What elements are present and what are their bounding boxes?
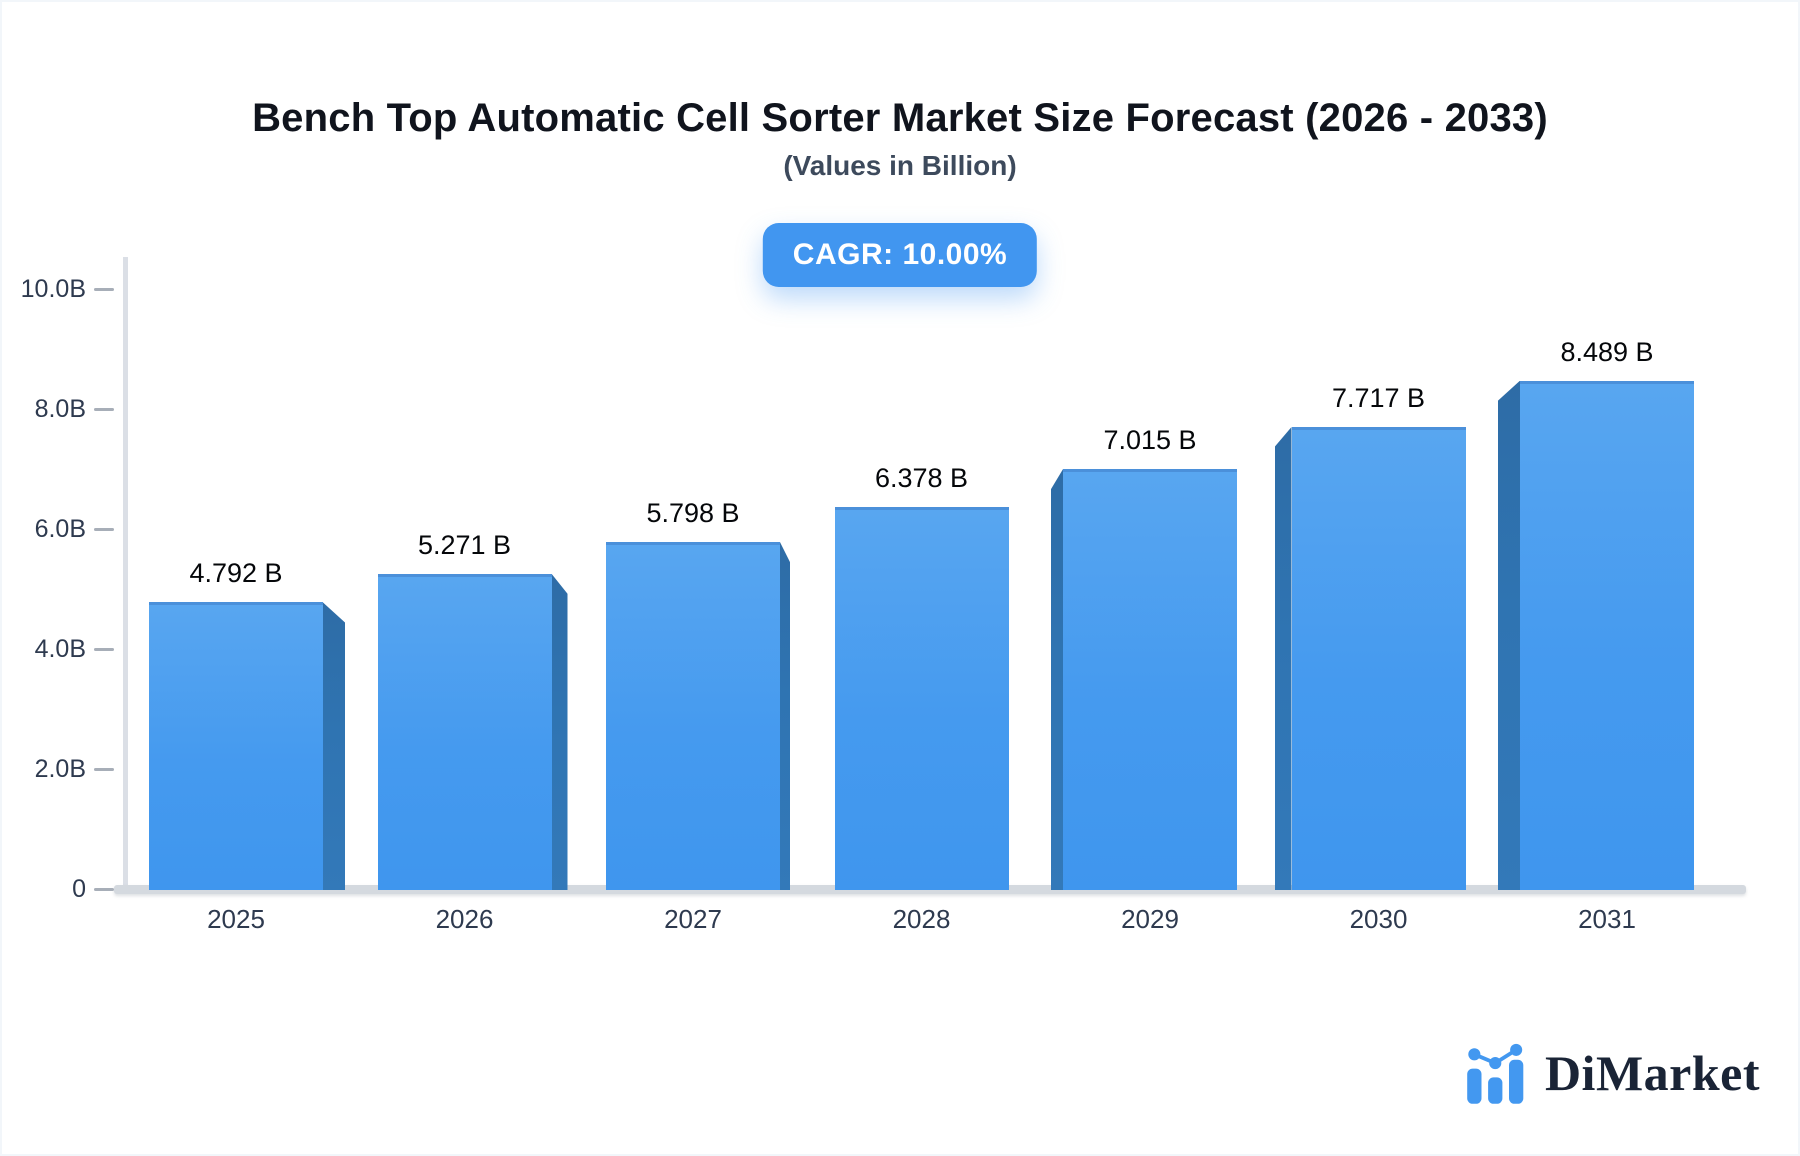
x-tick-label: 2030 <box>1349 904 1408 934</box>
bar-value-label: 7.015 B <box>1103 425 1197 456</box>
dimarket-bar-chart-logo-icon <box>1467 1043 1524 1104</box>
brand-logo: DiMarket <box>1465 1042 1760 1104</box>
bar-value-label: 8.489 B <box>1560 336 1654 367</box>
x-tick-label: 2031 <box>1578 904 1636 934</box>
x-tick-label: 2029 <box>1121 904 1179 934</box>
bar <box>606 542 780 890</box>
y-tick-label: 6.0B <box>34 515 86 543</box>
y-axis-line <box>123 257 128 891</box>
bar-side <box>551 573 568 890</box>
y-tick-label: 0 <box>72 875 86 903</box>
cagr-badge: CAGR: 10.00% <box>762 223 1038 287</box>
bar-value-label: 5.271 B <box>417 529 512 560</box>
x-tick-label: 2028 <box>892 904 951 934</box>
y-tick-mark <box>94 408 114 411</box>
bar <box>149 602 323 890</box>
bar <box>1291 426 1466 890</box>
bar-value-label: 6.378 B <box>874 463 969 494</box>
bar <box>377 573 552 890</box>
bar-side <box>323 602 345 890</box>
y-tick-mark <box>94 768 114 771</box>
bar <box>1063 469 1237 890</box>
y-tick-mark <box>94 648 114 651</box>
x-tick-label: 2027 <box>664 904 722 934</box>
y-tick-mark <box>94 888 114 891</box>
bar-side <box>1498 380 1520 890</box>
bar-value-label: 5.798 B <box>646 498 740 529</box>
bar <box>834 507 1009 890</box>
y-tick-label: 8.0B <box>34 395 86 423</box>
y-tick-label: 10.0B <box>20 275 86 303</box>
bar-side <box>1274 426 1292 890</box>
bar <box>1520 380 1694 890</box>
y-tick-label: 4.0B <box>34 635 86 663</box>
bar-side <box>1051 469 1063 890</box>
y-tick-mark <box>94 288 114 291</box>
brand-logo-text: DiMarket <box>1544 1045 1760 1101</box>
y-tick-mark <box>94 528 114 531</box>
chart-title: Bench Top Automatic Cell Sorter Market S… <box>252 96 1548 140</box>
chart-subtitle: (Values in Billion) <box>783 150 1017 181</box>
y-tick-label: 2.0B <box>34 755 86 783</box>
x-tick-label: 2026 <box>435 904 494 934</box>
bar-side <box>780 542 790 890</box>
bar-value-label: 4.792 B <box>189 558 283 589</box>
bar-value-label: 7.717 B <box>1331 382 1426 413</box>
x-tick-label: 2025 <box>207 904 265 934</box>
